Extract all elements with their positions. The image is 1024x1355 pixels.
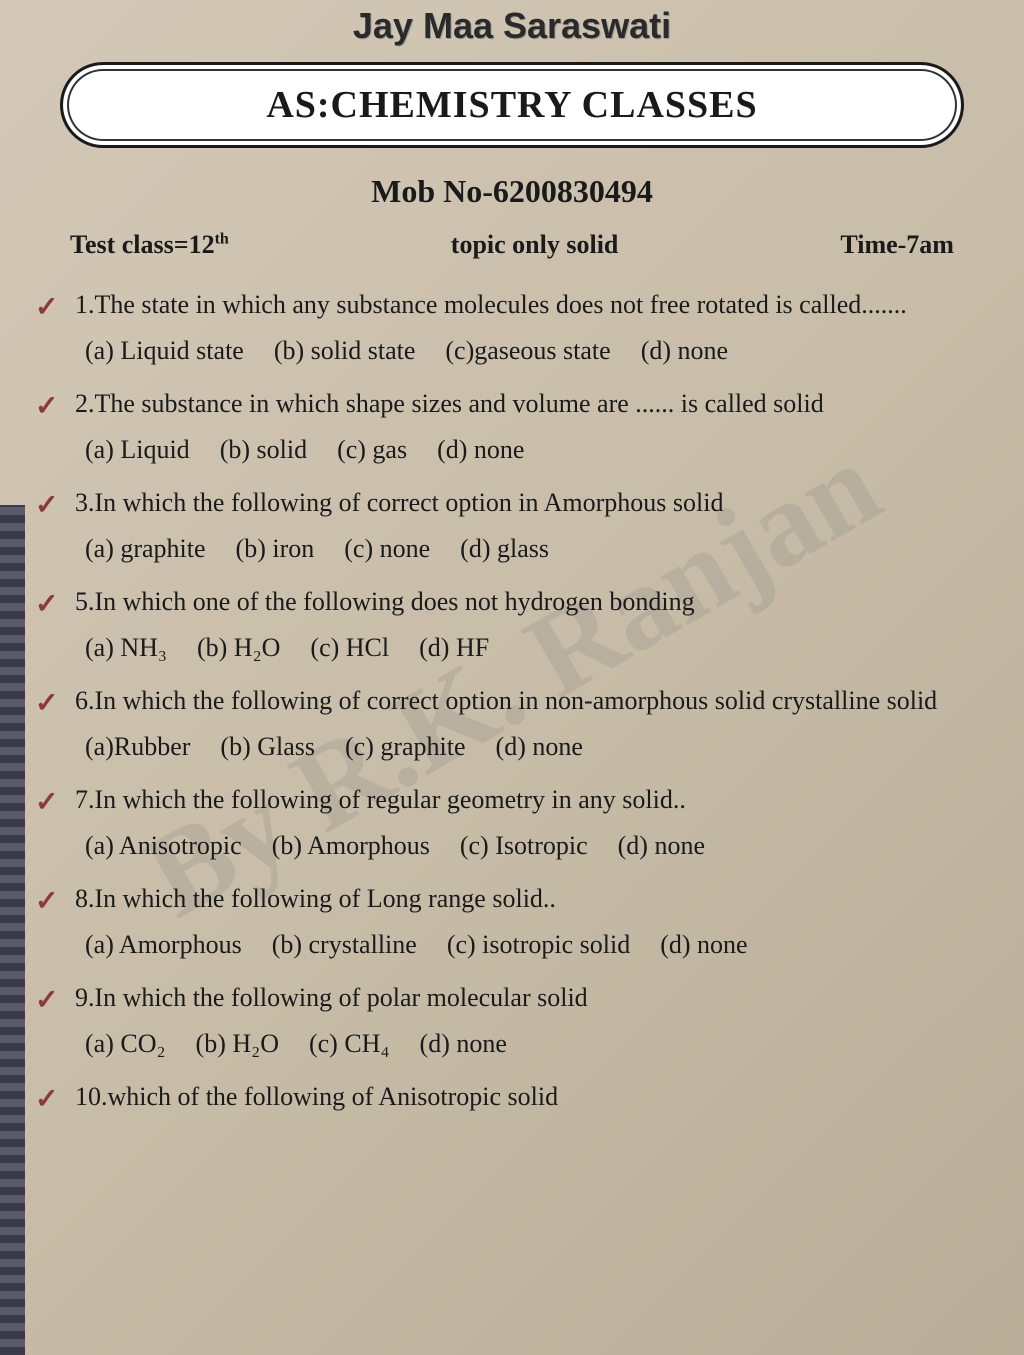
options-row: (a) NH₃ (b) H₂O (c) HCl (d) HF	[75, 633, 984, 663]
question-item: ✓10.which of the following of Anisotropi…	[40, 1077, 984, 1116]
checkmark-icon: ✓	[35, 785, 58, 819]
questions-list: ✓1.The state in which any substance mole…	[40, 285, 984, 1116]
question-text: 6.In which the following of correct opti…	[75, 681, 984, 720]
checkmark-icon: ✓	[35, 290, 58, 324]
option: (a) Liquid state	[85, 336, 244, 366]
test-class-sup: th	[215, 230, 229, 247]
options-row: (a) Liquid state (b) solid state (c)gaseou…	[75, 336, 984, 366]
question-item: ✓2.The substance in which shape sizes an…	[40, 384, 984, 465]
checkmark-icon: ✓	[35, 1082, 58, 1116]
option: (a)Rubber	[85, 732, 190, 762]
option: (d) HF	[419, 633, 489, 663]
option: (b) H₂O	[197, 633, 280, 663]
option: (c) HCl	[310, 633, 389, 663]
options-row: (a) Liquid (b) solid (c) gas (d) none	[75, 435, 984, 465]
option: (c)gaseous state	[445, 336, 610, 366]
options-row: (a) Amorphous (b) crystalline (c) isotropi…	[75, 930, 984, 960]
options-row: (a) Anisotropic (b) Amorphous (c) Isotropi…	[75, 831, 984, 861]
option: (c) isotropic solid	[447, 930, 630, 960]
option: (c) gas	[337, 435, 407, 465]
option: (c) CH₄	[309, 1029, 390, 1059]
option: (d) none	[618, 831, 705, 861]
option: (a) graphite	[85, 534, 206, 564]
top-title: Jay Maa Saraswati	[40, 5, 984, 47]
banner-text: AS:CHEMISTRY CLASSES	[103, 83, 921, 127]
option: (b) Amorphous	[272, 831, 430, 861]
option: (d) none	[420, 1029, 507, 1059]
question-item: ✓6.In which the following of correct opt…	[40, 681, 984, 762]
question-text: 10.which of the following of Anisotropic…	[75, 1077, 984, 1116]
option: (c) none	[344, 534, 430, 564]
option: (d) none	[437, 435, 524, 465]
option: (a) NH₃	[85, 633, 167, 663]
option: (b) iron	[236, 534, 315, 564]
option: (c) Isotropic	[460, 831, 588, 861]
page-content: Jay Maa Saraswati AS:CHEMISTRY CLASSES M…	[40, 5, 984, 1116]
options-row: (a)Rubber (b) Glass (c) graphite (d) none	[75, 732, 984, 762]
checkmark-icon: ✓	[35, 488, 58, 522]
institute-banner: AS:CHEMISTRY CLASSES	[60, 62, 964, 148]
test-info-row: Test class=12th topic only solid Time-7a…	[40, 230, 984, 260]
option: (b) solid	[220, 435, 307, 465]
question-item: ✓8.In which the following of Long range …	[40, 879, 984, 960]
question-text: 5.In which one of the following does not…	[75, 582, 984, 621]
test-class: Test class=12th	[70, 230, 229, 260]
option: (d) none	[641, 336, 728, 366]
option: (b) H₂O	[196, 1029, 279, 1059]
question-item: ✓5.In which one of the following does no…	[40, 582, 984, 663]
checkmark-icon: ✓	[35, 884, 58, 918]
time: Time-7am	[840, 230, 954, 260]
option: (a) Liquid	[85, 435, 190, 465]
question-text: 2.The substance in which shape sizes and…	[75, 384, 984, 423]
spiral-binding	[0, 505, 25, 1355]
checkmark-icon: ✓	[35, 587, 58, 621]
option: (d) none	[496, 732, 583, 762]
option: (c) graphite	[345, 732, 466, 762]
option: (b) Glass	[220, 732, 315, 762]
options-row: (a) CO₂ (b) H₂O (c) CH₄ (d) none	[75, 1029, 984, 1059]
question-text: 7.In which the following of regular geom…	[75, 780, 984, 819]
option: (b) crystalline	[272, 930, 417, 960]
question-item: ✓9.In which the following of polar molec…	[40, 978, 984, 1059]
question-item: ✓7.In which the following of regular geo…	[40, 780, 984, 861]
question-item: ✓3.In which the following of correct opt…	[40, 483, 984, 564]
question-text: 9.In which the following of polar molecu…	[75, 978, 984, 1017]
option: (a) Amorphous	[85, 930, 242, 960]
question-item: ✓1.The state in which any substance mole…	[40, 285, 984, 366]
option: (a) CO₂	[85, 1029, 166, 1059]
option: (d) glass	[460, 534, 549, 564]
checkmark-icon: ✓	[35, 389, 58, 423]
option: (a) Anisotropic	[85, 831, 242, 861]
question-text: 8.In which the following of Long range s…	[75, 879, 984, 918]
option: (d) none	[660, 930, 747, 960]
options-row: (a) graphite (b) iron (c) none (d) glass	[75, 534, 984, 564]
question-text: 1.The state in which any substance molec…	[75, 285, 984, 324]
mobile-number: Mob No-6200830494	[40, 173, 984, 210]
option: (b) solid state	[274, 336, 416, 366]
checkmark-icon: ✓	[35, 983, 58, 1017]
question-text: 3.In which the following of correct opti…	[75, 483, 984, 522]
topic: topic only solid	[451, 230, 619, 260]
test-class-label: Test class=12	[70, 230, 215, 259]
checkmark-icon: ✓	[35, 686, 58, 720]
